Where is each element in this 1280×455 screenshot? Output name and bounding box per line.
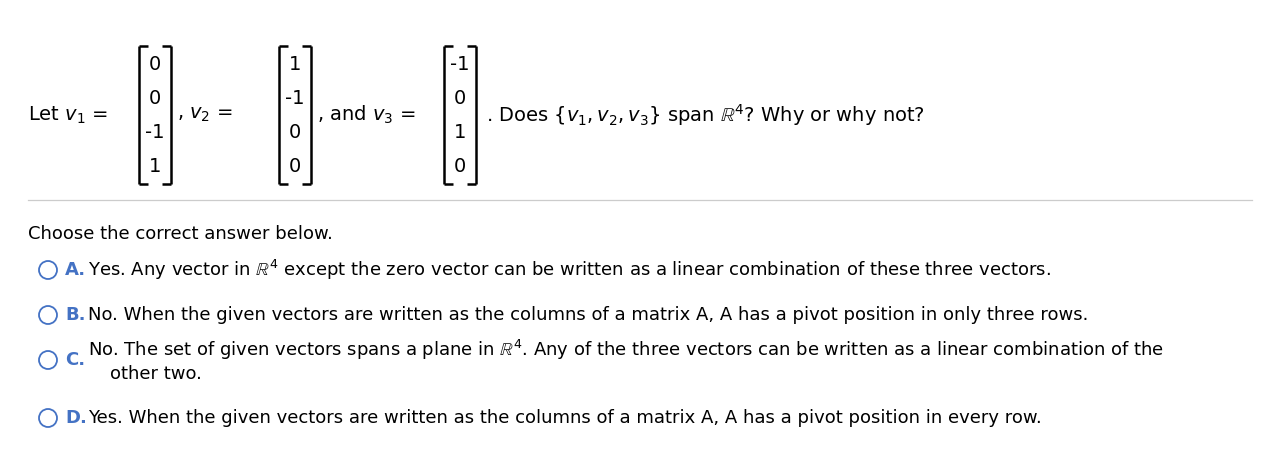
Text: , $v_2$ =: , $v_2$ = bbox=[177, 106, 233, 125]
Text: 0: 0 bbox=[454, 89, 466, 107]
Text: A.: A. bbox=[65, 261, 86, 279]
Text: Choose the correct answer below.: Choose the correct answer below. bbox=[28, 225, 333, 243]
Text: 0: 0 bbox=[289, 157, 301, 176]
Text: 0: 0 bbox=[454, 157, 466, 176]
Text: B.: B. bbox=[65, 306, 86, 324]
Text: Let $v_1$ =: Let $v_1$ = bbox=[28, 104, 108, 126]
Text: 0: 0 bbox=[148, 89, 161, 107]
Text: Yes. When the given vectors are written as the columns of a matrix A, A has a pi: Yes. When the given vectors are written … bbox=[88, 409, 1042, 427]
Text: , and $v_3$ =: , and $v_3$ = bbox=[317, 104, 416, 126]
Text: . Does $\{v_1,v_2,v_3\}$ span $\mathbb{R}^4$? Why or why not?: . Does $\{v_1,v_2,v_3\}$ span $\mathbb{R… bbox=[486, 102, 925, 128]
Text: -1: -1 bbox=[285, 89, 305, 107]
Text: Yes. Any vector in $\mathbb{R}^4$ except the zero vector can be written as a lin: Yes. Any vector in $\mathbb{R}^4$ except… bbox=[88, 258, 1051, 282]
Text: 0: 0 bbox=[289, 122, 301, 142]
Text: D.: D. bbox=[65, 409, 87, 427]
Text: No. When the given vectors are written as the columns of a matrix A, A has a piv: No. When the given vectors are written a… bbox=[88, 306, 1088, 324]
Text: -1: -1 bbox=[451, 55, 470, 74]
Text: C.: C. bbox=[65, 351, 86, 369]
Text: other two.: other two. bbox=[110, 365, 202, 383]
Text: -1: -1 bbox=[145, 122, 165, 142]
Text: 1: 1 bbox=[454, 122, 466, 142]
Text: No. The set of given vectors spans a plane in $\mathbb{R}^4$. Any of the three v: No. The set of given vectors spans a pla… bbox=[88, 338, 1164, 362]
Text: 1: 1 bbox=[289, 55, 301, 74]
Text: 1: 1 bbox=[148, 157, 161, 176]
Text: 0: 0 bbox=[148, 55, 161, 74]
